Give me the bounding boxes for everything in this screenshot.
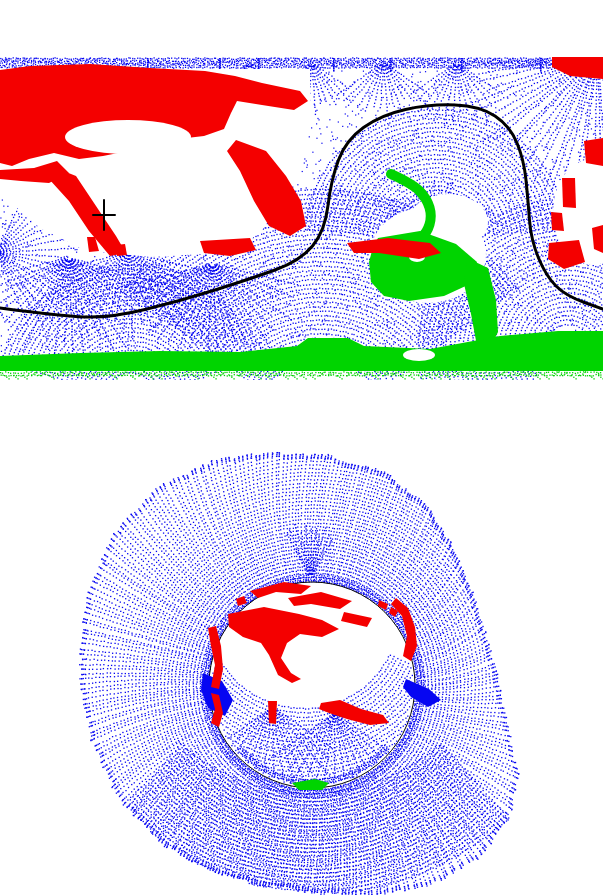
synoptic-map-canvas	[0, 0, 603, 380]
polar-view-canvas	[0, 380, 603, 895]
